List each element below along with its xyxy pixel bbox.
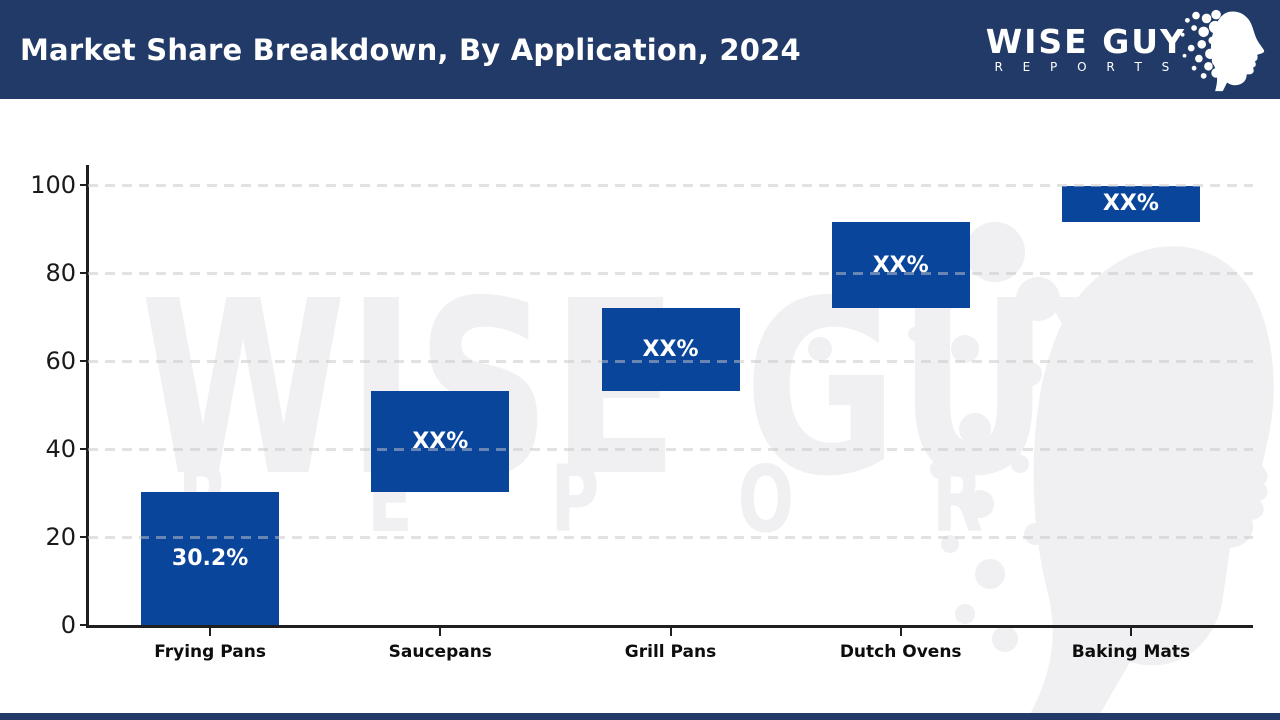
x-tick xyxy=(899,628,902,636)
y-axis-label: 40 xyxy=(45,435,76,463)
bar-dutch-ovens: XX% xyxy=(831,221,970,309)
bar-saucepans: XX% xyxy=(371,390,510,493)
y-tick xyxy=(80,624,88,626)
y-tick xyxy=(80,360,88,362)
bar-baking-mats: XX% xyxy=(1061,185,1200,222)
y-axis-label: 20 xyxy=(45,523,76,551)
header: Market Share Breakdown, By Application, … xyxy=(0,0,1280,99)
x-tick xyxy=(1129,628,1132,636)
gridline-60 xyxy=(88,360,1253,363)
x-axis-spine xyxy=(86,625,1253,628)
bar-value-label: 30.2% xyxy=(171,546,249,572)
logo-subtitle: R E P O R T S xyxy=(994,60,1178,75)
logo-text: WISE GUY R E P O R T S xyxy=(985,21,1186,75)
y-axis-label: 60 xyxy=(45,347,76,375)
y-tick xyxy=(80,536,88,538)
chart-canvas: WISE GUY R E P O R T S 30.2%Frying PansX… xyxy=(0,99,1280,714)
x-axis-label: Frying Pans xyxy=(154,642,266,662)
y-axis-spine xyxy=(86,165,89,628)
bar-value-label: XX% xyxy=(1102,191,1159,217)
bar-frying-pans: 30.2% xyxy=(141,492,280,625)
gridline-20 xyxy=(88,536,1253,539)
x-tick xyxy=(209,628,212,636)
y-axis-label: 80 xyxy=(45,259,76,287)
gridline-80 xyxy=(88,272,1253,275)
y-tick xyxy=(80,448,88,450)
y-tick xyxy=(80,272,88,274)
x-axis-label: Grill Pans xyxy=(624,642,717,662)
gridline-40 xyxy=(88,448,1253,451)
footer-bar xyxy=(0,713,1280,720)
brand-logo: WISE GUY R E P O R T S xyxy=(986,6,1280,94)
gridline-100 xyxy=(88,184,1253,187)
y-tick xyxy=(80,184,88,186)
x-axis-label: Dutch Ovens xyxy=(839,642,962,662)
bar-grill-pans: XX% xyxy=(601,308,740,391)
watermark-face-icon xyxy=(808,222,1274,714)
logo-wordmark: WISE GUY xyxy=(985,21,1186,61)
page-title: Market Share Breakdown, By Application, … xyxy=(20,32,801,67)
y-axis-label: 0 xyxy=(60,611,76,639)
logo-face-icon xyxy=(1180,9,1265,91)
x-axis-label: Baking Mats xyxy=(1071,642,1191,662)
x-axis-label: Saucepans xyxy=(388,642,492,662)
bar-value-label: XX% xyxy=(642,337,699,363)
x-tick xyxy=(439,628,442,636)
x-tick xyxy=(669,628,672,636)
y-axis-label: 100 xyxy=(30,171,76,199)
